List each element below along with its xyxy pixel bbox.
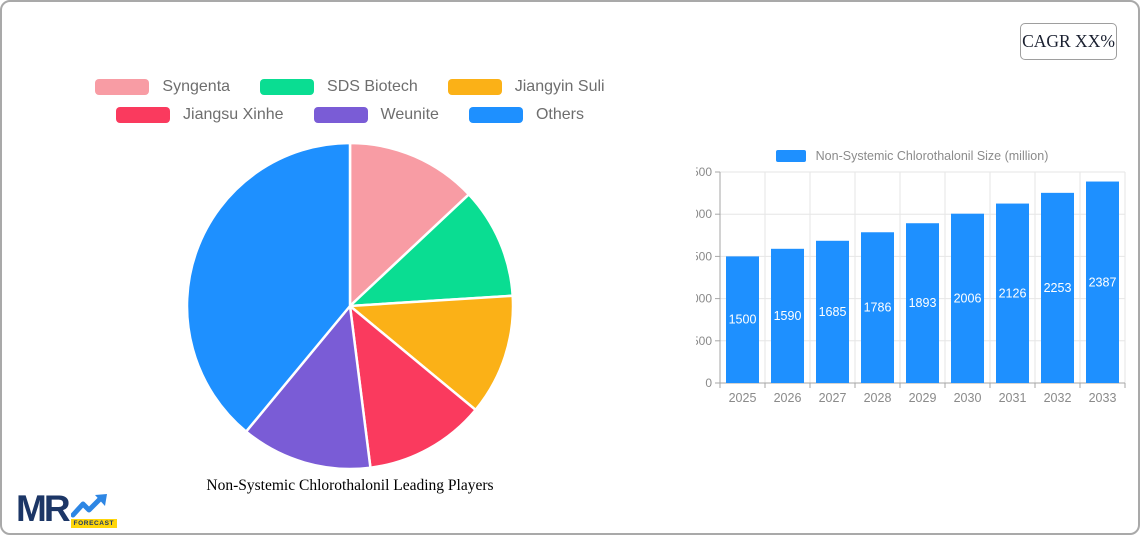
y-tick-label: 1500 xyxy=(696,249,712,263)
bar-2027[interactable] xyxy=(816,240,849,383)
cagr-label: CAGR XX% xyxy=(1022,31,1115,51)
legend-swatch-others[interactable] xyxy=(468,107,523,123)
bar-2030[interactable] xyxy=(951,213,984,383)
legend-label: Syngenta xyxy=(162,78,231,95)
x-tick-label: 2027 xyxy=(819,391,847,405)
bar-value-label: 2387 xyxy=(1089,275,1117,289)
bar-2032[interactable] xyxy=(1041,192,1074,383)
bar-2026[interactable] xyxy=(771,248,804,383)
bar-2028[interactable] xyxy=(861,232,894,383)
pie-legend: Syngenta SDS Biotech Jiangyin Suli Jiangsu … xyxy=(95,73,605,129)
x-tick-label: 2028 xyxy=(864,391,892,405)
bar-legend: Non-Systemic Chlorothalonil Size (millio… xyxy=(696,148,1128,164)
bar-value-label: 1500 xyxy=(729,313,757,327)
pie-chart-title: Non-Systemic Chlorothalonil Leading Play… xyxy=(206,477,494,494)
logo-right: FORECAST xyxy=(70,494,118,528)
pie-legend-row: Jiangsu Xinhe Weunite Others xyxy=(100,101,600,129)
x-tick-label: 2025 xyxy=(729,391,757,405)
pie-slice-jiangsu-xinhe[interactable] xyxy=(348,304,477,469)
bar-2033[interactable] xyxy=(1086,181,1119,383)
bar-chart-section: Non-Systemic Chlorothalonil Size (millio… xyxy=(685,148,1128,421)
legend-item-weunite[interactable]: Weunite xyxy=(313,106,439,124)
legend-item-others[interactable]: Others xyxy=(468,106,584,124)
bar-value-label: 2253 xyxy=(1044,281,1072,295)
bar-value-label: 1590 xyxy=(774,309,802,323)
pie-slice-syngenta[interactable] xyxy=(348,141,471,308)
legend-item-syngenta[interactable]: Syngenta xyxy=(95,78,230,96)
legend-swatch-jiangsu-xinhe[interactable] xyxy=(116,107,171,123)
legend-item-jiangsu-xinhe[interactable]: Jiangsu Xinhe xyxy=(116,106,284,124)
legend-item-sds-biotech[interactable]: SDS Biotech xyxy=(260,78,418,96)
bar-legend-swatch[interactable] xyxy=(775,150,806,162)
x-tick-label: 2029 xyxy=(909,391,937,405)
pie-legend-row: Syngenta SDS Biotech Jiangyin Suli xyxy=(95,73,605,101)
x-tick-label: 2033 xyxy=(1089,391,1117,405)
x-tick-label: 2030 xyxy=(954,391,982,405)
legend-item-jiangyin-suli[interactable]: Jiangyin Suli xyxy=(447,78,605,96)
legend-swatch-jiangyin-suli[interactable] xyxy=(447,79,502,95)
logo-badge: FORECAST xyxy=(70,519,118,528)
bar-value-label: 1685 xyxy=(819,305,847,319)
trend-arrow-icon xyxy=(70,494,107,518)
y-tick-label: 500 xyxy=(696,334,712,348)
pie-slice-others[interactable] xyxy=(185,141,352,433)
y-tick-label: 0 xyxy=(705,376,712,390)
bar-2025[interactable] xyxy=(726,256,759,383)
legend-swatch-weunite[interactable] xyxy=(313,107,368,123)
bar-value-label: 2126 xyxy=(999,286,1027,300)
logo-text: MR xyxy=(16,488,71,529)
mr-forecast-logo: MR FORECAST xyxy=(16,488,118,529)
legend-label: Jiangsu Xinhe xyxy=(183,106,284,123)
x-tick-label: 2032 xyxy=(1044,391,1072,405)
legend-label: Others xyxy=(535,106,584,123)
bar-chart: 0 500 1000 1500 2000 2500 1500 2025 1590 2026 1685… xyxy=(685,165,1126,405)
legend-label: Weunite xyxy=(380,106,439,123)
x-tick-label: 2031 xyxy=(999,391,1027,405)
bar-2029[interactable] xyxy=(906,223,939,383)
bar-value-label: 1786 xyxy=(864,301,892,315)
legend-swatch-syngenta[interactable] xyxy=(95,79,150,95)
pie-slice-weunite[interactable] xyxy=(244,304,372,471)
cagr-badge: CAGR XX% xyxy=(1020,23,1117,60)
bar-2031[interactable] xyxy=(996,203,1029,383)
pie-slice-sds-biotech[interactable] xyxy=(348,193,514,308)
bar-legend-label[interactable]: Non-Systemic Chlorothalonil Size (millio… xyxy=(815,149,1049,163)
bar-value-label: 1893 xyxy=(909,296,937,310)
y-tick-label: 2000 xyxy=(696,207,712,221)
pie-slice-jiangyin-suli[interactable] xyxy=(348,294,515,412)
pie-chart xyxy=(185,141,515,471)
legend-label: SDS Biotech xyxy=(327,78,418,95)
bar-value-label: 2006 xyxy=(954,291,982,305)
legend-swatch-sds-biotech[interactable] xyxy=(260,79,315,95)
x-tick-label: 2026 xyxy=(774,391,802,405)
y-tick-label: 2500 xyxy=(696,166,712,179)
y-tick-label: 1000 xyxy=(696,292,712,306)
legend-label: Jiangyin Suli xyxy=(514,78,605,95)
pie-chart-section: Syngenta SDS Biotech Jiangyin Suli Jiangsu … xyxy=(95,73,605,495)
